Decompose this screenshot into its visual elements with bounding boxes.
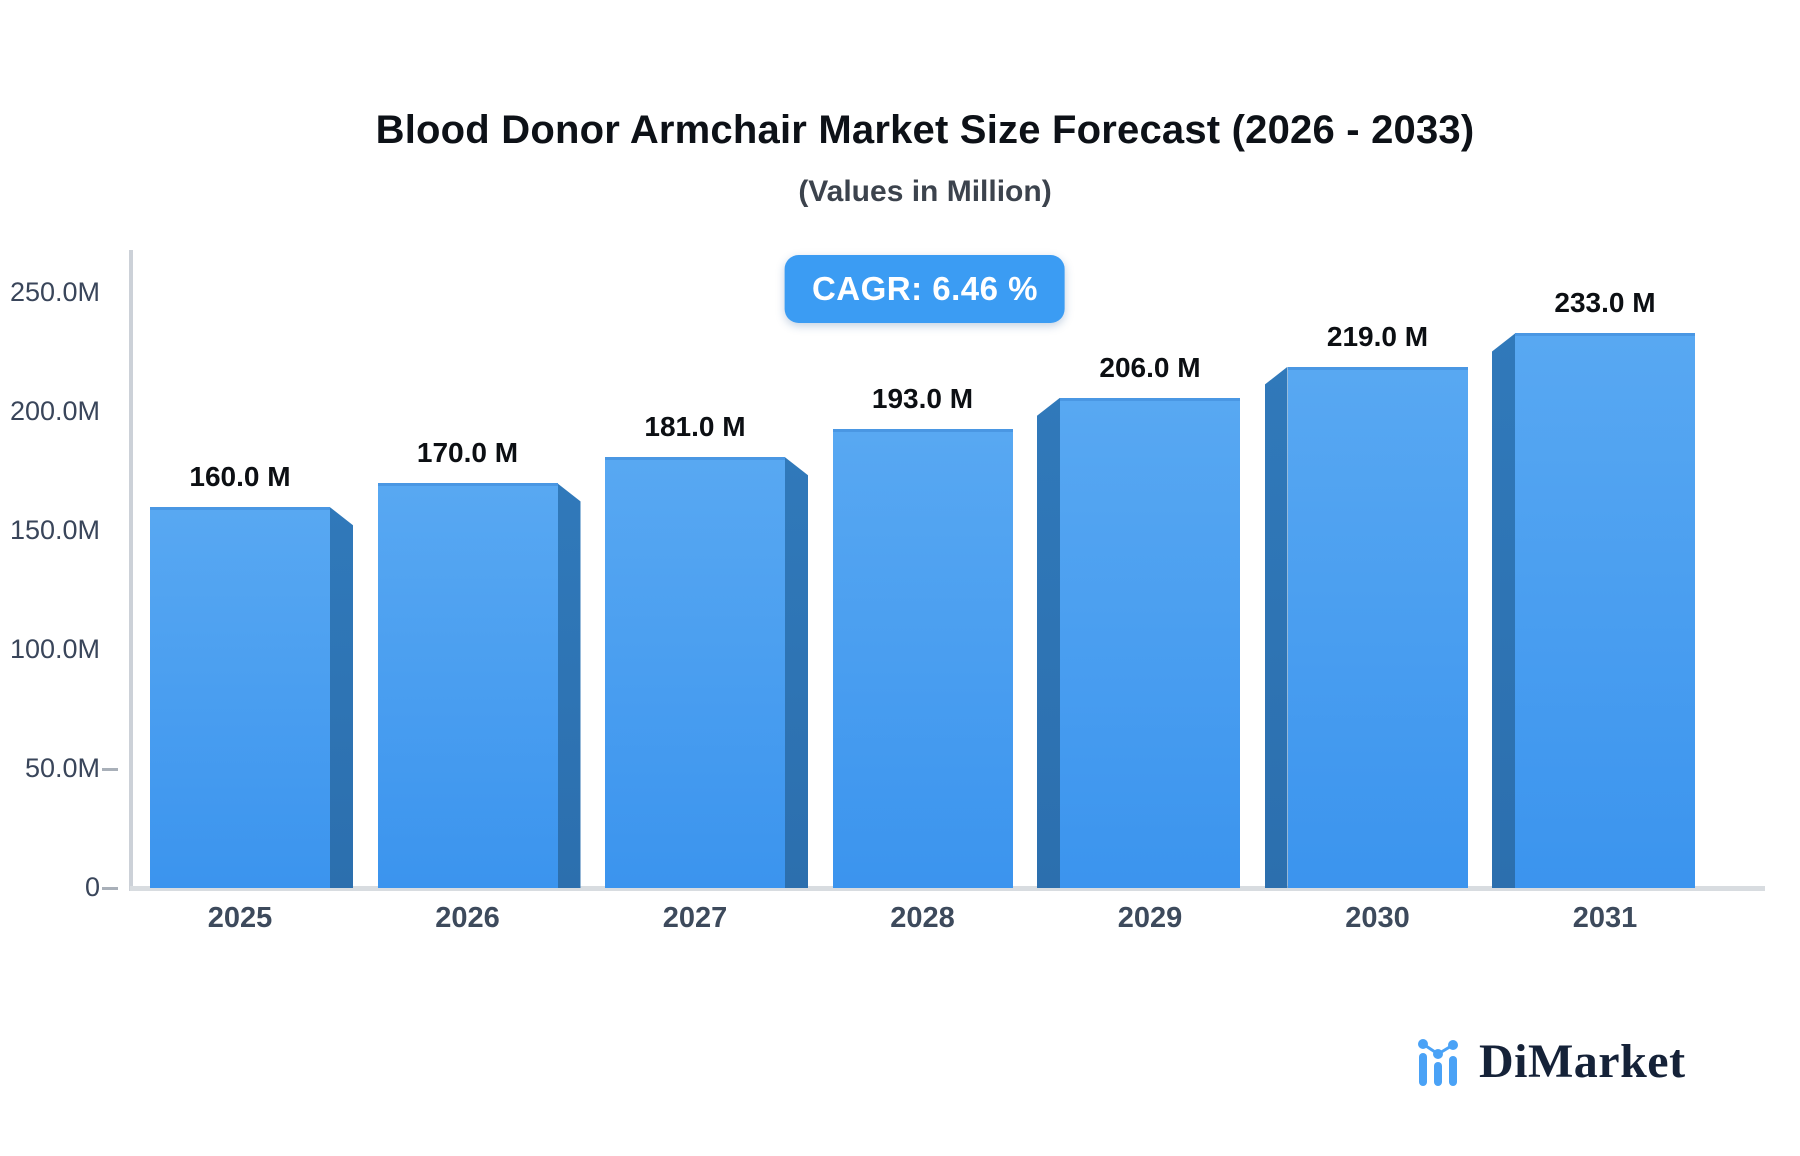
bar-side-face bbox=[1492, 333, 1515, 888]
y-axis-tick-label: 50.0M bbox=[24, 753, 100, 783]
bar-value-label-2027: 181.0 M bbox=[644, 411, 746, 443]
bar-2030[interactable] bbox=[1287, 366, 1468, 888]
bar-2031[interactable] bbox=[1515, 333, 1695, 888]
x-axis-label-2027: 2027 bbox=[662, 902, 728, 934]
y-axis-line bbox=[129, 250, 133, 891]
x-axis-baseline bbox=[130, 886, 1765, 891]
y-axis-tick-label: 100.0M bbox=[9, 634, 100, 664]
bar-side-face bbox=[785, 457, 808, 888]
x-axis-label-2031: 2031 bbox=[1572, 902, 1638, 934]
dimarket-logo: DiMarket bbox=[1418, 1034, 1686, 1089]
x-axis-label-2030: 2030 bbox=[1345, 902, 1410, 934]
brand-name: DiMarket bbox=[1479, 1035, 1686, 1088]
bar-side-face bbox=[330, 507, 353, 888]
bar-chart-logo-icon bbox=[1418, 1038, 1458, 1086]
bar-value-label-2028: 193.0 M bbox=[871, 382, 974, 414]
chart-header: Blood Donor Armchair Market Size Forecas… bbox=[376, 0, 1475, 323]
chart-subtitle: (Values in Million) bbox=[798, 175, 1052, 208]
bar-2029[interactable] bbox=[1060, 397, 1240, 888]
y-axis-tick-mark bbox=[102, 887, 118, 890]
bar-value-label-2026: 170.0 M bbox=[416, 437, 519, 469]
bar-value-label-2025: 160.0 M bbox=[189, 461, 291, 493]
chart-title: Blood Donor Armchair Market Size Forecas… bbox=[375, 108, 1475, 152]
bar-2028[interactable] bbox=[832, 428, 1013, 888]
x-axis-label-2025: 2025 bbox=[207, 902, 273, 934]
bar-value-label-2030: 219.0 M bbox=[1326, 320, 1429, 352]
y-axis-tick-mark bbox=[102, 768, 118, 771]
x-axis-label-2029: 2029 bbox=[1117, 902, 1183, 934]
bar-value-label-2029: 206.0 M bbox=[1099, 351, 1201, 383]
bar-side-face bbox=[1264, 366, 1288, 888]
bar-2025[interactable] bbox=[150, 507, 330, 888]
y-axis-tick-label: 200.0M bbox=[9, 396, 100, 426]
x-axis-label-2026: 2026 bbox=[435, 902, 500, 934]
bar-2026[interactable] bbox=[377, 483, 558, 888]
y-axis-tick-label: 250.0M bbox=[9, 277, 100, 307]
bar-value-label-2031: 233.0 M bbox=[1554, 287, 1656, 319]
bar-2027[interactable] bbox=[605, 457, 785, 888]
bar-side-face bbox=[557, 483, 581, 888]
y-axis-tick-label: 0 bbox=[84, 872, 100, 902]
x-axis-label-2028: 2028 bbox=[890, 902, 955, 934]
bar-side-face bbox=[1037, 397, 1060, 888]
y-axis-tick-label: 150.0M bbox=[9, 515, 100, 545]
cagr-badge: CAGR: 6.46 % bbox=[784, 255, 1066, 323]
